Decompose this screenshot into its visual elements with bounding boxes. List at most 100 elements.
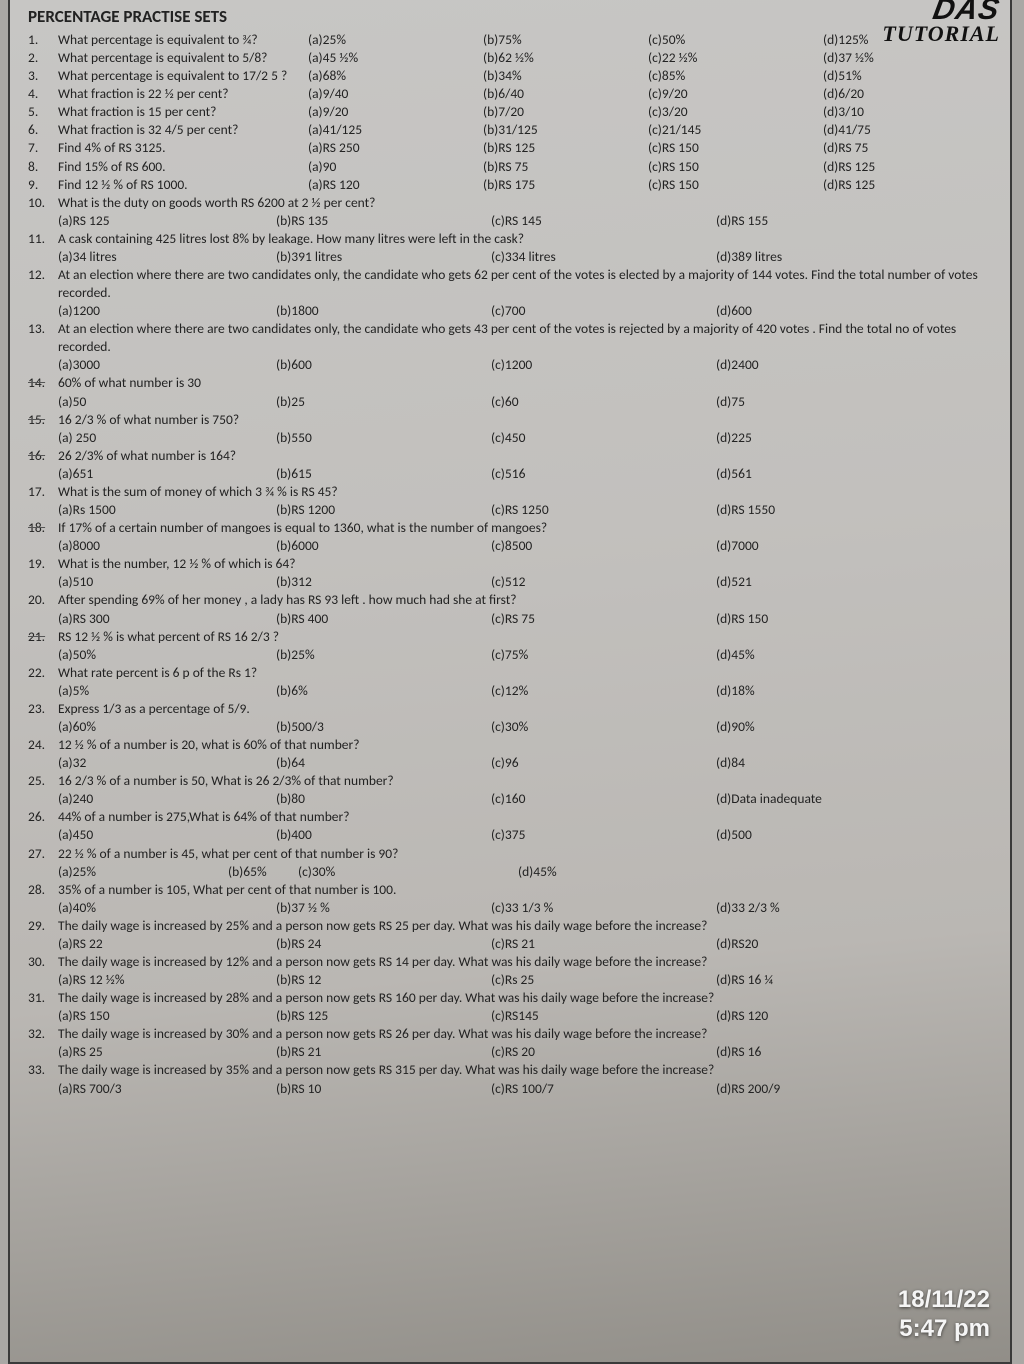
option-a: (a)RS 25	[58, 1043, 276, 1061]
timestamp-time: 5:47 pm	[898, 1315, 990, 1344]
question-row: 3.What percentage is equivalent to 17/2 …	[28, 67, 998, 85]
option-c: (c)RS 1250	[491, 501, 716, 519]
option-d: (d)45%	[716, 646, 998, 664]
question-number: 18.	[28, 519, 58, 537]
option-b: (b)600	[276, 356, 491, 374]
option-c: (c)50%	[648, 31, 823, 49]
question-number: 19.	[28, 555, 58, 573]
option-b: (b)1800	[276, 302, 491, 320]
question-text: What percentage is equivalent to 5/8?	[58, 49, 308, 67]
question-row: 22.What rate percent is 6 p of the Rs 1?…	[28, 664, 998, 700]
option-c: (c)516	[491, 465, 716, 483]
option-a: (a)25%	[308, 31, 483, 49]
option-a: (a)RS 250	[308, 139, 483, 157]
question-row: 19.What is the number, 12 ½ % of which i…	[28, 555, 998, 591]
option-d: (d)18%	[716, 682, 998, 700]
question-number: 20.	[28, 591, 58, 609]
option-c: (c)22 ½%	[648, 49, 823, 67]
question-text: If 17% of a certain number of mangoes is…	[58, 519, 998, 537]
option-a: (a)9/20	[308, 103, 483, 121]
option-b: (b)RS 175	[483, 176, 648, 194]
question-text: 12 ½ % of a number is 20, what is 60% of…	[58, 736, 998, 754]
option-c: (c)8500	[491, 537, 716, 555]
option-b: (b)RS 135	[276, 212, 491, 230]
question-row: 32.The daily wage is increased by 30% an…	[28, 1025, 998, 1061]
option-d: (d)51%	[823, 67, 998, 85]
question-row: 1.What percentage is equivalent to ¾?(a)…	[28, 31, 998, 49]
question-row: 16.26 2/3% of what number is 164?(a)651(…	[28, 447, 998, 483]
question-text: What percentage is equivalent to 17/2 5 …	[58, 67, 308, 85]
option-d: (d)3/10	[823, 103, 998, 121]
option-d: (d)RS 150	[716, 610, 998, 628]
option-c: (c)60	[491, 393, 716, 411]
option-d: (d)RS 125	[823, 176, 998, 194]
option-d: (d)RS 120	[716, 1007, 998, 1025]
option-d: (d)6/20	[823, 85, 998, 103]
option-d: (d)RS 200/9	[716, 1080, 998, 1098]
photo-timestamp: 18/11/22 5:47 pm	[898, 1286, 990, 1344]
option-c: (c)30%	[298, 863, 518, 881]
option-b: (b)RS 75	[483, 158, 648, 176]
option-d: (d)RS 1550	[716, 501, 998, 519]
question-number: 30.	[28, 953, 58, 971]
question-text: A cask containing 425 litres lost 8% by …	[58, 230, 998, 248]
option-b: (b)615	[276, 465, 491, 483]
question-number: 24.	[28, 736, 58, 754]
option-a: (a)40%	[58, 899, 276, 917]
question-text: After spending 69% of her money , a lady…	[58, 591, 998, 609]
question-number: 31.	[28, 989, 58, 1007]
question-number: 26.	[28, 808, 58, 826]
question-text: The daily wage is increased by 30% and a…	[58, 1025, 998, 1043]
question-text: Find 4% of RS 3125.	[58, 139, 308, 157]
option-c: (c)33 1/3 %	[491, 899, 716, 917]
question-text: 26 2/3% of what number is 164?	[58, 447, 998, 465]
question-number: 29.	[28, 917, 58, 935]
question-number: 17.	[28, 483, 58, 501]
page-title: PERCENTAGE PRACTISE SETS	[28, 6, 998, 27]
question-number: 5.	[28, 103, 58, 121]
option-c: (c)3/20	[648, 103, 823, 121]
question-row: 14.60% of what number is 30(a)50(b)25(c)…	[28, 374, 998, 410]
option-b: (b)65%	[228, 863, 298, 881]
question-row: 4.What fraction is 22 ½ per cent?(a)9/40…	[28, 85, 998, 103]
option-a: (a)RS 22	[58, 935, 276, 953]
question-number: 16.	[28, 447, 58, 465]
option-a: (a)651	[58, 465, 276, 483]
question-number: 8.	[28, 158, 58, 176]
question-row: 15.16 2/3 % of what number is 750?(a) 25…	[28, 411, 998, 447]
option-a: (a)1200	[58, 302, 276, 320]
question-number: 14.	[28, 374, 58, 392]
option-b: (b)RS 400	[276, 610, 491, 628]
option-a: (a)RS 125	[58, 212, 276, 230]
question-number: 27.	[28, 845, 58, 863]
option-b: (b)7/20	[483, 103, 648, 121]
option-a: (a)41/125	[308, 121, 483, 139]
option-c: (c)96	[491, 754, 716, 772]
question-row: 9.Find 12 ½ % of RS 1000.(a)RS 120(b)RS …	[28, 176, 998, 194]
question-row: 29.The daily wage is increased by 25% an…	[28, 917, 998, 953]
question-text: What fraction is 15 per cent?	[58, 103, 308, 121]
logo-line1: DAS	[880, 0, 1002, 23]
option-b: (b)64	[276, 754, 491, 772]
option-a: (a)50%	[58, 646, 276, 664]
option-c: (c)RS 150	[648, 176, 823, 194]
question-row: 13.At an election where there are two ca…	[28, 320, 998, 374]
option-b: (b)RS 21	[276, 1043, 491, 1061]
question-text: The daily wage is increased by 35% and a…	[58, 1061, 998, 1079]
question-row: 33.The daily wage is increased by 35% an…	[28, 1061, 998, 1097]
question-row: 7.Find 4% of RS 3125.(a)RS 250(b)RS 125(…	[28, 139, 998, 157]
option-d: (d)45%	[518, 863, 998, 881]
timestamp-date: 18/11/22	[898, 1286, 990, 1315]
option-d: (d)RS20	[716, 935, 998, 953]
option-c: (c)1200	[491, 356, 716, 374]
option-a: (a)510	[58, 573, 276, 591]
brand-logo: DAS TUTORIAL	[882, 0, 1000, 47]
option-a: (a)5%	[58, 682, 276, 700]
option-b: (b)312	[276, 573, 491, 591]
question-text: 44% of a number is 275,What is 64% of th…	[58, 808, 998, 826]
option-c: (c)RS 145	[491, 212, 716, 230]
option-a: (a)34 litres	[58, 248, 276, 266]
question-text: Express 1/3 as a percentage of 5/9.	[58, 700, 998, 718]
option-c: (c)RS145	[491, 1007, 716, 1025]
question-text: What fraction is 22 ½ per cent?	[58, 85, 308, 103]
